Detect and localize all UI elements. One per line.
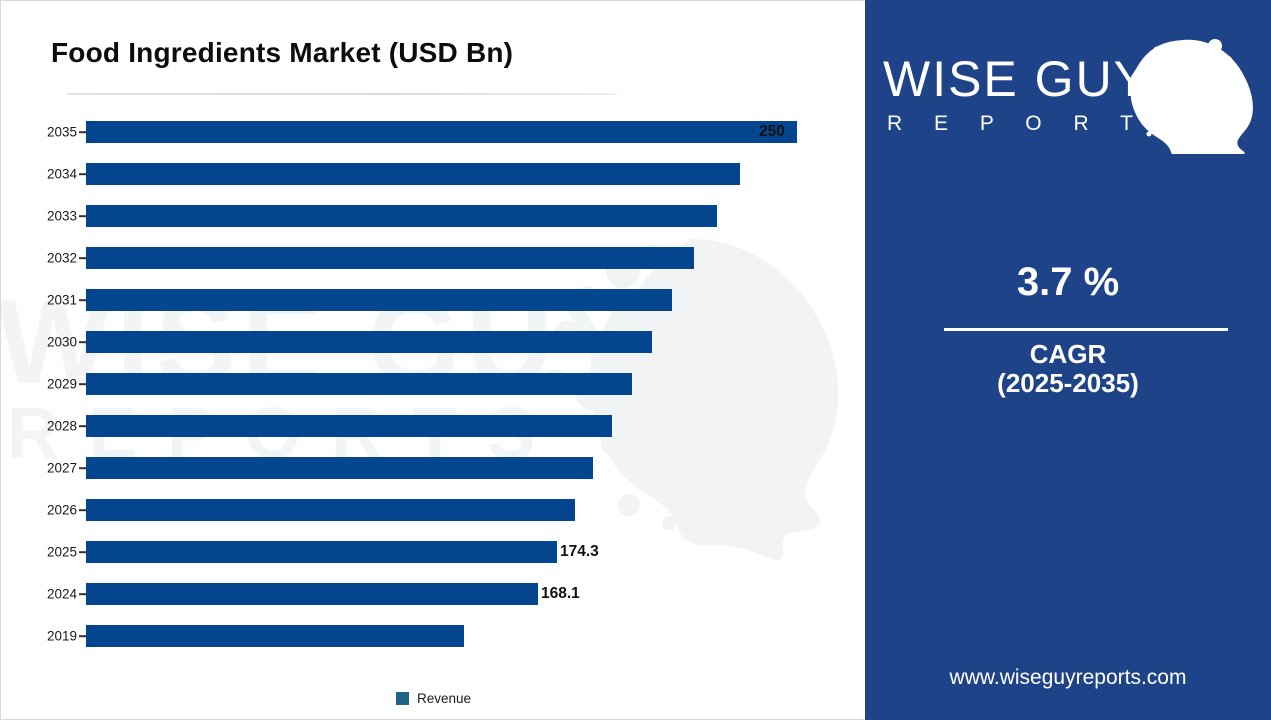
cagr-caption: CAGR (2025-2035) xyxy=(865,340,1271,398)
y-tick-label: 2028 xyxy=(46,418,77,434)
bar-row: 2031 xyxy=(1,279,865,321)
y-tick-label-wrap: 2028 xyxy=(15,405,77,447)
bar[interactable] xyxy=(86,457,593,479)
bar[interactable] xyxy=(86,373,632,395)
y-tick-label: 2024 xyxy=(46,586,77,602)
y-tick-mark xyxy=(79,425,86,427)
bar-row: 2030 xyxy=(1,321,865,363)
y-tick-label: 2031 xyxy=(46,292,77,308)
y-tick-mark xyxy=(79,257,86,259)
y-tick-mark xyxy=(79,215,86,217)
y-tick-label: 2033 xyxy=(46,208,77,224)
bar-value-label: 174.3 xyxy=(560,543,599,560)
y-tick-mark xyxy=(79,383,86,385)
bar[interactable] xyxy=(86,625,464,647)
bar-row: 2032 xyxy=(1,237,865,279)
bar-row: 2027 xyxy=(1,447,865,489)
y-tick-label: 2034 xyxy=(46,166,77,182)
bar[interactable] xyxy=(86,415,612,437)
y-tick-label-wrap: 2024 xyxy=(15,573,77,615)
legend-swatch-revenue xyxy=(395,692,409,705)
bar-row: 2035 250 xyxy=(1,111,865,153)
y-tick-label: 2030 xyxy=(46,334,77,350)
plot-area: 2035 250 2034 2033 xyxy=(1,111,865,656)
y-tick-mark xyxy=(79,551,86,553)
chart-title: Food Ingredients Market (USD Bn) xyxy=(51,37,514,68)
bar-row: 2026 xyxy=(1,489,865,531)
bar[interactable] xyxy=(86,499,575,521)
bar-row: 2028 xyxy=(1,405,865,447)
y-tick-label: 2019 xyxy=(46,628,77,644)
title-divider xyxy=(67,93,617,95)
cagr-divider xyxy=(944,328,1228,331)
y-tick-mark xyxy=(79,299,86,301)
bar[interactable] xyxy=(86,205,717,227)
bar[interactable] xyxy=(86,583,538,605)
bar-row: 2025 174.3 xyxy=(1,531,865,573)
cagr-caption-line2: (2025-2035) xyxy=(997,368,1139,398)
y-tick-label-wrap: 2032 xyxy=(15,237,77,279)
bar-value-label: 250 xyxy=(759,123,785,140)
bar[interactable] xyxy=(86,247,694,269)
y-tick-label: 2035 xyxy=(46,124,77,140)
bar-row: 2019 xyxy=(1,615,865,657)
y-tick-label-wrap: 2034 xyxy=(15,153,77,195)
bar[interactable] xyxy=(86,331,652,353)
bar[interactable] xyxy=(86,163,740,185)
website-url[interactable]: www.wiseguyreports.com xyxy=(949,666,1187,689)
y-tick-label: 2026 xyxy=(46,502,77,518)
bar[interactable] xyxy=(86,121,797,143)
legend-label-revenue: Revenue xyxy=(416,691,472,706)
bar-value-label: 168.1 xyxy=(541,585,580,602)
bar-row: 2033 xyxy=(1,195,865,237)
y-tick-label-wrap: 2027 xyxy=(15,447,77,489)
y-tick-label-wrap: 2033 xyxy=(15,195,77,237)
y-tick-label-wrap: 2025 xyxy=(15,531,77,573)
y-tick-label-wrap: 2019 xyxy=(15,615,77,657)
chart-legend: Revenue xyxy=(1,691,865,706)
y-tick-label: 2032 xyxy=(46,250,77,266)
y-tick-label-wrap: 2031 xyxy=(15,279,77,321)
y-tick-label: 2029 xyxy=(46,376,77,392)
brand-logo-subtext: R E P O R T S xyxy=(887,112,1192,135)
cagr-caption-line1: CAGR xyxy=(1029,339,1107,369)
y-tick-label-wrap: 2030 xyxy=(15,321,77,363)
y-tick-label-wrap: 2035 xyxy=(15,111,77,153)
y-tick-label: 2025 xyxy=(46,544,77,560)
y-tick-label-wrap: 2026 xyxy=(15,489,77,531)
brand-head-profile-icon xyxy=(1130,39,1253,154)
cagr-value: 3.7 % xyxy=(1016,260,1120,304)
bar[interactable] xyxy=(86,289,672,311)
brand-panel: WISE GUY R E P O R T S 3 xyxy=(865,0,1271,720)
bar-row: 2034 xyxy=(1,153,865,195)
y-tick-mark xyxy=(79,593,86,595)
y-tick-label-wrap: 2029 xyxy=(15,363,77,405)
brand-logo: WISE GUY R E P O R T S xyxy=(875,34,1261,154)
bar-row: 2029 xyxy=(1,363,865,405)
y-tick-mark xyxy=(79,341,86,343)
brand-logo-wordmark: WISE GUY xyxy=(883,51,1150,107)
bar-row: 2024 168.1 xyxy=(1,573,865,615)
y-tick-label: 2027 xyxy=(46,460,77,476)
y-tick-mark xyxy=(79,509,86,511)
y-tick-mark xyxy=(79,131,86,133)
bar[interactable] xyxy=(86,541,557,563)
y-tick-mark xyxy=(79,635,86,637)
y-tick-mark xyxy=(79,173,86,175)
y-tick-mark xyxy=(79,467,86,469)
cagr-block: 3.7 % CAGR (2025-2035) xyxy=(865,260,1271,398)
